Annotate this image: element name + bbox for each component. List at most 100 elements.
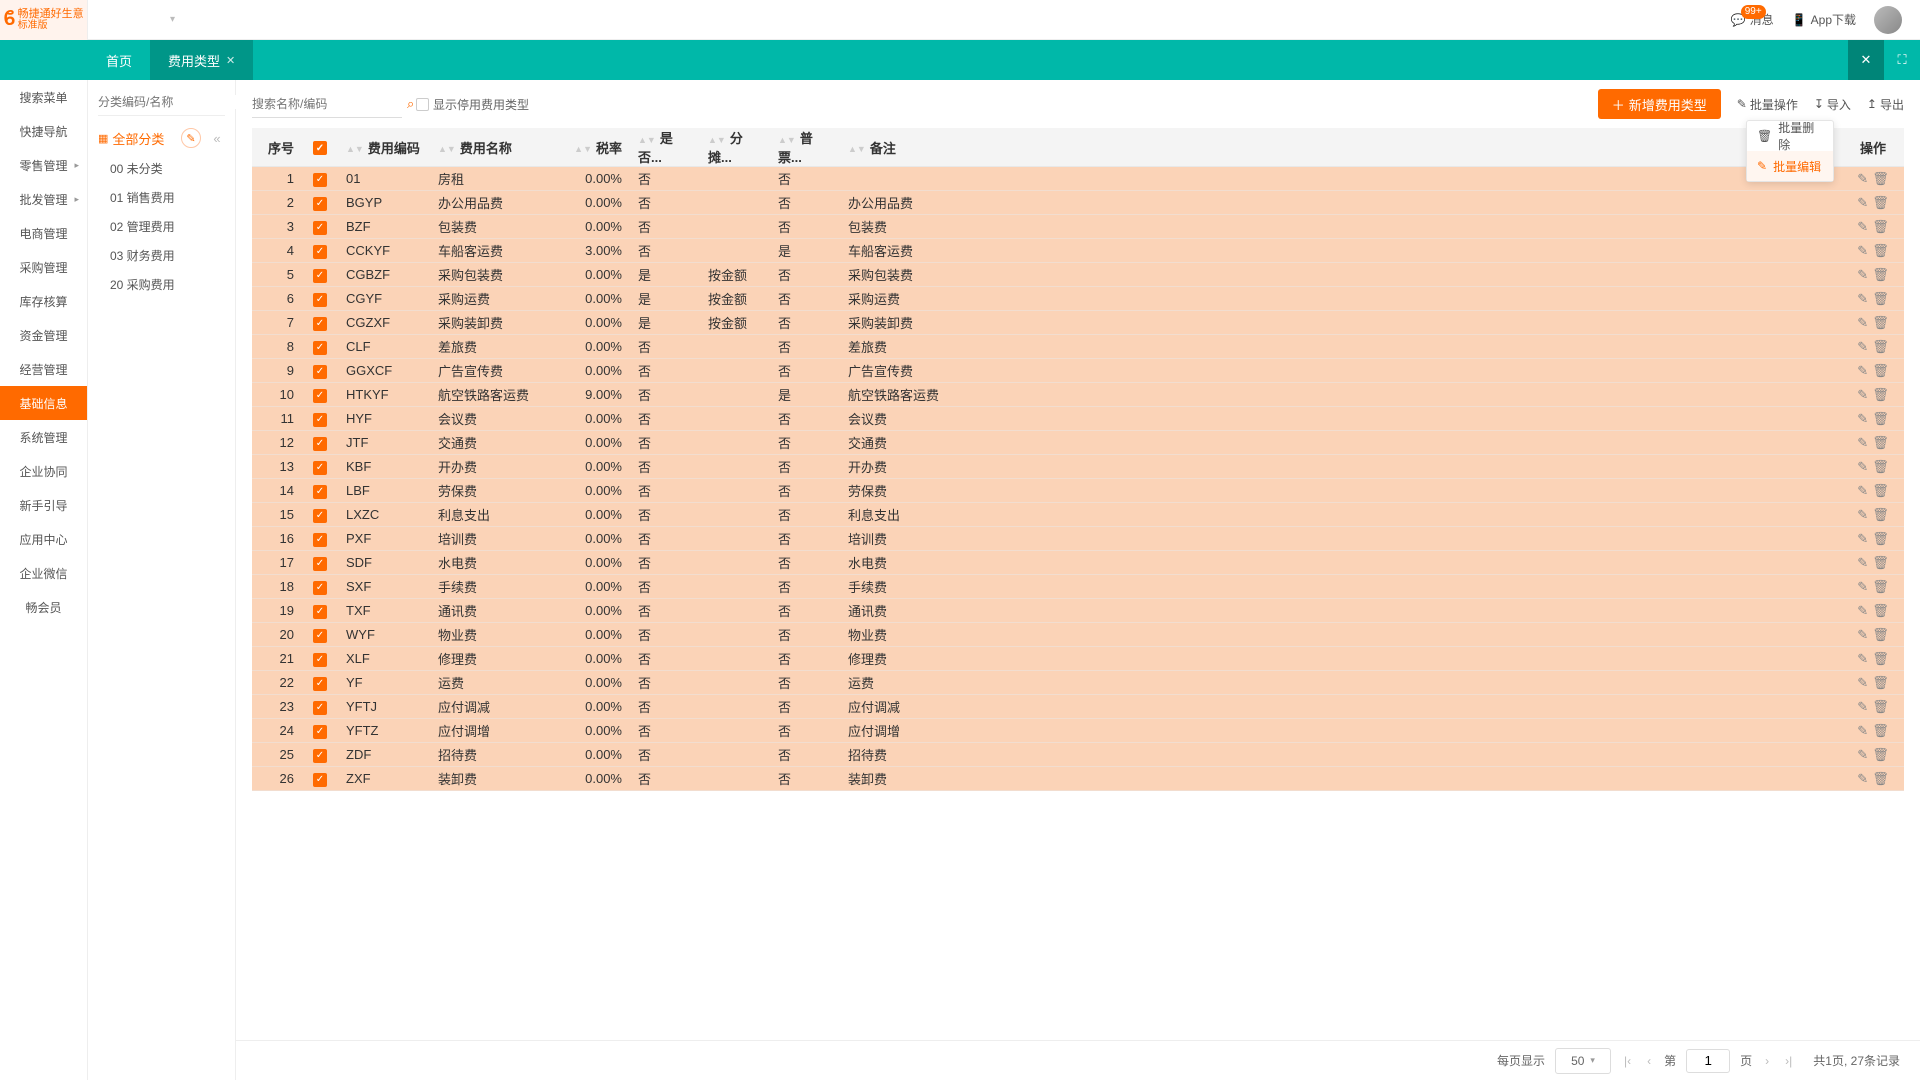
row-delete-button[interactable]: 🗑: [1872, 651, 1889, 666]
category-item[interactable]: 01 销售费用: [88, 183, 235, 212]
import-button[interactable]: ↧ 导入: [1814, 96, 1851, 113]
col-checkall[interactable]: ✓: [302, 128, 338, 167]
row-delete-button[interactable]: 🗑: [1872, 339, 1889, 354]
table-row[interactable]: 6✓CGYF采购运费0.00%是按金额否采购运费✎🗑: [252, 287, 1904, 311]
row-checkbox[interactable]: ✓: [302, 263, 338, 287]
row-delete-button[interactable]: 🗑: [1872, 771, 1889, 786]
row-checkbox[interactable]: ✓: [302, 215, 338, 239]
table-row[interactable]: 15✓LXZC利息支出0.00%否否利息支出✎🗑: [252, 503, 1904, 527]
table-row[interactable]: 5✓CGBZF采购包装费0.00%是按金额否采购包装费✎🗑: [252, 263, 1904, 287]
row-delete-button[interactable]: 🗑: [1872, 675, 1889, 690]
sidebar-item-电商管理[interactable]: 电商管理: [0, 216, 87, 250]
sidebar-item-基础信息[interactable]: 基础信息: [0, 386, 87, 420]
sidebar-item-批发管理[interactable]: 批发管理▸: [0, 182, 87, 216]
category-item[interactable]: 03 财务费用: [88, 241, 235, 270]
batch-ops-button[interactable]: ✎ 批量操作: [1737, 96, 1798, 113]
sidebar-item-采购管理[interactable]: 采购管理: [0, 250, 87, 284]
last-page-button[interactable]: ›|: [1782, 1054, 1795, 1068]
row-edit-button[interactable]: ✎: [1857, 195, 1868, 210]
row-checkbox[interactable]: ✓: [302, 599, 338, 623]
table-row[interactable]: 4✓CCKYF车船客运费3.00%否是车船客运费✎🗑: [252, 239, 1904, 263]
row-delete-button[interactable]: 🗑: [1872, 531, 1889, 546]
row-delete-button[interactable]: 🗑: [1872, 219, 1889, 234]
row-edit-button[interactable]: ✎: [1857, 483, 1868, 498]
sidebar-item-新手引导[interactable]: 新手引导: [0, 488, 87, 522]
table-row[interactable]: 2✓BGYP办公用品费0.00%否否办公用品费✎🗑: [252, 191, 1904, 215]
category-search-input[interactable]: [98, 95, 253, 109]
row-checkbox[interactable]: ✓: [302, 335, 338, 359]
row-delete-button[interactable]: 🗑: [1872, 627, 1889, 642]
col-note[interactable]: ▲▼备注: [840, 128, 1842, 167]
sidebar-item-系统管理[interactable]: 系统管理: [0, 420, 87, 454]
row-checkbox[interactable]: ✓: [302, 383, 338, 407]
tab-feetype[interactable]: 费用类型 ✕: [150, 40, 253, 80]
pagesize-select[interactable]: 50 ▾: [1555, 1048, 1611, 1074]
table-row[interactable]: 26✓ZXF装卸费0.00%否否装卸费✎🗑: [252, 767, 1904, 791]
row-checkbox[interactable]: ✓: [302, 719, 338, 743]
row-delete-button[interactable]: 🗑: [1872, 507, 1889, 522]
manage-categories-button[interactable]: ✎: [181, 128, 201, 148]
row-edit-button[interactable]: ✎: [1857, 339, 1868, 354]
next-page-button[interactable]: ›: [1762, 1054, 1772, 1068]
show-disabled-checkbox[interactable]: 显示停用费用类型: [416, 96, 529, 113]
row-delete-button[interactable]: 🗑: [1872, 699, 1889, 714]
sidebar-item-资金管理[interactable]: 资金管理: [0, 318, 87, 352]
col-name[interactable]: ▲▼费用名称: [430, 128, 560, 167]
row-delete-button[interactable]: 🗑: [1872, 555, 1889, 570]
table-row[interactable]: 18✓SXF手续费0.00%否否手续费✎🗑: [252, 575, 1904, 599]
row-delete-button[interactable]: 🗑: [1872, 747, 1889, 762]
table-row[interactable]: 25✓ZDF招待费0.00%否否招待费✎🗑: [252, 743, 1904, 767]
row-edit-button[interactable]: ✎: [1857, 675, 1868, 690]
row-delete-button[interactable]: 🗑: [1872, 603, 1889, 618]
table-row[interactable]: 22✓YF运费0.00%否否运费✎🗑: [252, 671, 1904, 695]
sidebar-item-快捷导航[interactable]: 快捷导航: [0, 114, 87, 148]
row-delete-button[interactable]: 🗑: [1872, 411, 1889, 426]
table-row[interactable]: 9✓GGXCF广告宣传费0.00%否否广告宣传费✎🗑: [252, 359, 1904, 383]
search-icon[interactable]: ⌕: [407, 96, 414, 112]
sidebar-item-应用中心[interactable]: 应用中心: [0, 522, 87, 556]
page-input[interactable]: [1686, 1049, 1730, 1073]
table-row[interactable]: 12✓JTF交通费0.00%否否交通费✎🗑: [252, 431, 1904, 455]
row-edit-button[interactable]: ✎: [1857, 171, 1868, 186]
app-download-button[interactable]: 📱 App下载: [1792, 11, 1856, 28]
sidebar-item-零售管理[interactable]: 零售管理▸: [0, 148, 87, 182]
row-edit-button[interactable]: ✎: [1857, 243, 1868, 258]
row-edit-button[interactable]: ✎: [1857, 315, 1868, 330]
row-checkbox[interactable]: ✓: [302, 167, 338, 191]
row-edit-button[interactable]: ✎: [1857, 507, 1868, 522]
col-pp[interactable]: ▲▼普票...: [770, 128, 840, 167]
row-checkbox[interactable]: ✓: [302, 479, 338, 503]
col-seq[interactable]: 序号: [252, 128, 302, 167]
row-edit-button[interactable]: ✎: [1857, 723, 1868, 738]
row-checkbox[interactable]: ✓: [302, 527, 338, 551]
row-checkbox[interactable]: ✓: [302, 575, 338, 599]
row-checkbox[interactable]: ✓: [302, 359, 338, 383]
table-row[interactable]: 3✓BZF包装费0.00%否否包装费✎🗑: [252, 215, 1904, 239]
row-delete-button[interactable]: 🗑: [1872, 315, 1889, 330]
row-checkbox[interactable]: ✓: [302, 191, 338, 215]
first-page-button[interactable]: |‹: [1621, 1054, 1634, 1068]
row-checkbox[interactable]: ✓: [302, 239, 338, 263]
table-row[interactable]: 11✓HYF会议费0.00%否否会议费✎🗑: [252, 407, 1904, 431]
messages-button[interactable]: 💬 消息 99+: [1731, 11, 1774, 28]
row-checkbox[interactable]: ✓: [302, 743, 338, 767]
user-avatar[interactable]: [1874, 6, 1902, 34]
row-checkbox[interactable]: ✓: [302, 503, 338, 527]
row-delete-button[interactable]: 🗑: [1872, 171, 1889, 186]
add-feetype-button[interactable]: ＋ 新增费用类型: [1598, 89, 1721, 119]
category-item[interactable]: 00 未分类: [88, 154, 235, 183]
tabstrip-close-all[interactable]: ✕: [1848, 40, 1884, 80]
row-checkbox[interactable]: ✓: [302, 671, 338, 695]
row-checkbox[interactable]: ✓: [302, 551, 338, 575]
row-delete-button[interactable]: 🗑: [1872, 579, 1889, 594]
search-box[interactable]: ⌕: [252, 90, 402, 118]
row-edit-button[interactable]: ✎: [1857, 387, 1868, 402]
row-delete-button[interactable]: 🗑: [1872, 291, 1889, 306]
row-edit-button[interactable]: ✎: [1857, 651, 1868, 666]
export-button[interactable]: ↥ 导出: [1867, 96, 1904, 113]
table-row[interactable]: 24✓YFTZ应付调增0.00%否否应付调增✎🗑: [252, 719, 1904, 743]
row-delete-button[interactable]: 🗑: [1872, 195, 1889, 210]
col-code[interactable]: ▲▼费用编码: [338, 128, 430, 167]
row-edit-button[interactable]: ✎: [1857, 435, 1868, 450]
row-delete-button[interactable]: 🗑: [1872, 363, 1889, 378]
